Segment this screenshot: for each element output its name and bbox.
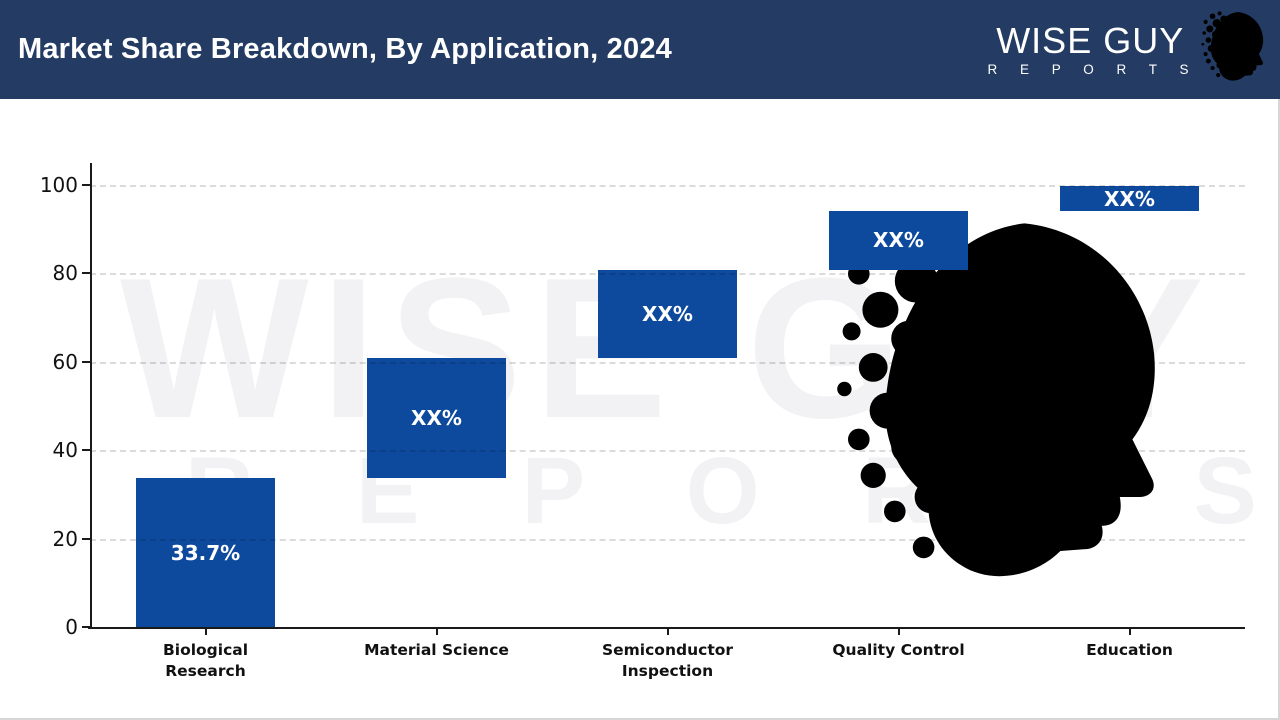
bar-3: XX% [598,269,737,359]
bar-value-label: XX% [1104,186,1155,211]
bar-value-label: XX% [873,228,924,253]
x-tick [1128,627,1131,635]
bar-1: 33.7% [136,478,275,627]
category-label-3: Semiconductor Inspection [601,641,734,680]
category-label-5: Education [1086,641,1173,659]
category-label-4: Quality Control [832,641,965,659]
wiseguy-logo: WISE GUY R E P O R T S [982,9,1270,90]
y-tick [82,537,90,540]
x-tick [204,627,207,635]
category-label-2: Material Science [364,641,509,659]
y-tick-label: 100 [39,173,78,198]
bar-value-label: 33.7% [170,540,241,565]
bar-4: XX% [829,210,968,270]
y-tick-label: 80 [52,261,78,286]
gridline-60 [90,361,1245,364]
y-tick [82,360,90,363]
y-tick-label: 60 [52,349,78,374]
x-tick [666,627,669,635]
category-label-1: Biological Research [162,641,249,680]
y-tick-label: 40 [52,438,78,463]
wiseguy-face-icon [1201,11,1264,81]
y-tick-label: 20 [52,526,78,551]
bar-value-label: XX% [411,406,462,431]
bar-2: XX% [367,358,506,479]
y-tick [82,272,90,275]
y-tick-label: 0 [65,615,78,639]
bar-value-label: XX% [642,302,693,327]
chart-canvas: WISE GUY R E P O R T S 02040608010033.7%… [0,99,1280,720]
gridline-20 [90,538,1245,541]
y-tick [82,626,90,628]
logo-subtitle: R E P O R T S [987,61,1198,77]
logo-wordmark: WISE GUY [996,19,1185,61]
y-tick [82,184,90,187]
x-tick [435,627,438,635]
x-axis-line [88,627,1245,629]
gridline-100 [90,185,1245,188]
gridline-80 [90,273,1245,276]
y-axis-line [90,163,92,629]
bar-5: XX% [1060,186,1199,211]
waterfall-chart: 0 20 40 60 80 100 33.7% Biological Research XX% M… [0,99,1278,718]
y-tick [82,449,90,452]
header: Market Share Breakdown, By Application, … [0,0,1280,99]
x-tick [897,627,900,635]
page-title: Market Share Breakdown, By Application, … [18,33,672,65]
gridline-40 [90,450,1245,453]
logo-text: WISE GUY R E P O R T S [982,19,1198,77]
